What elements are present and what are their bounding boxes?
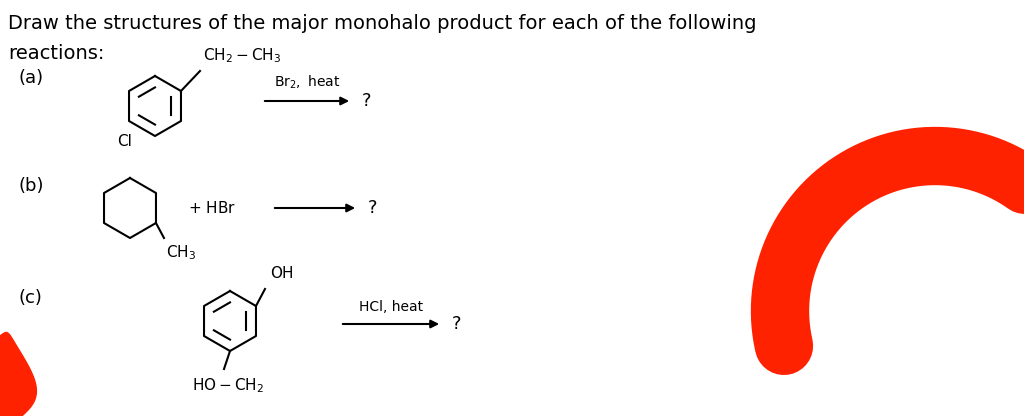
Text: (b): (b) — [18, 177, 43, 195]
Text: $\mathrm{HO-CH_2}$: $\mathrm{HO-CH_2}$ — [193, 376, 264, 395]
Text: (c): (c) — [18, 289, 42, 307]
Text: (a): (a) — [18, 69, 43, 87]
Text: ?: ? — [368, 199, 378, 217]
Text: $\mathrm{CH_2-CH_3}$: $\mathrm{CH_2-CH_3}$ — [203, 46, 282, 65]
Text: $\mathrm{CH_3}$: $\mathrm{CH_3}$ — [166, 243, 197, 262]
Polygon shape — [0, 332, 37, 416]
Text: $+\ \mathrm{HBr}$: $+\ \mathrm{HBr}$ — [188, 200, 236, 216]
Text: ?: ? — [362, 92, 372, 110]
Text: ?: ? — [452, 315, 462, 333]
Text: reactions:: reactions: — [8, 44, 104, 63]
Text: Cl: Cl — [118, 134, 132, 149]
Text: OH: OH — [270, 266, 294, 281]
Text: Draw the structures of the major monohalo product for each of the following: Draw the structures of the major monohal… — [8, 14, 757, 33]
Text: $\mathrm{Br_2,\ heat}$: $\mathrm{Br_2,\ heat}$ — [273, 74, 340, 91]
Text: HCl, heat: HCl, heat — [359, 300, 423, 314]
